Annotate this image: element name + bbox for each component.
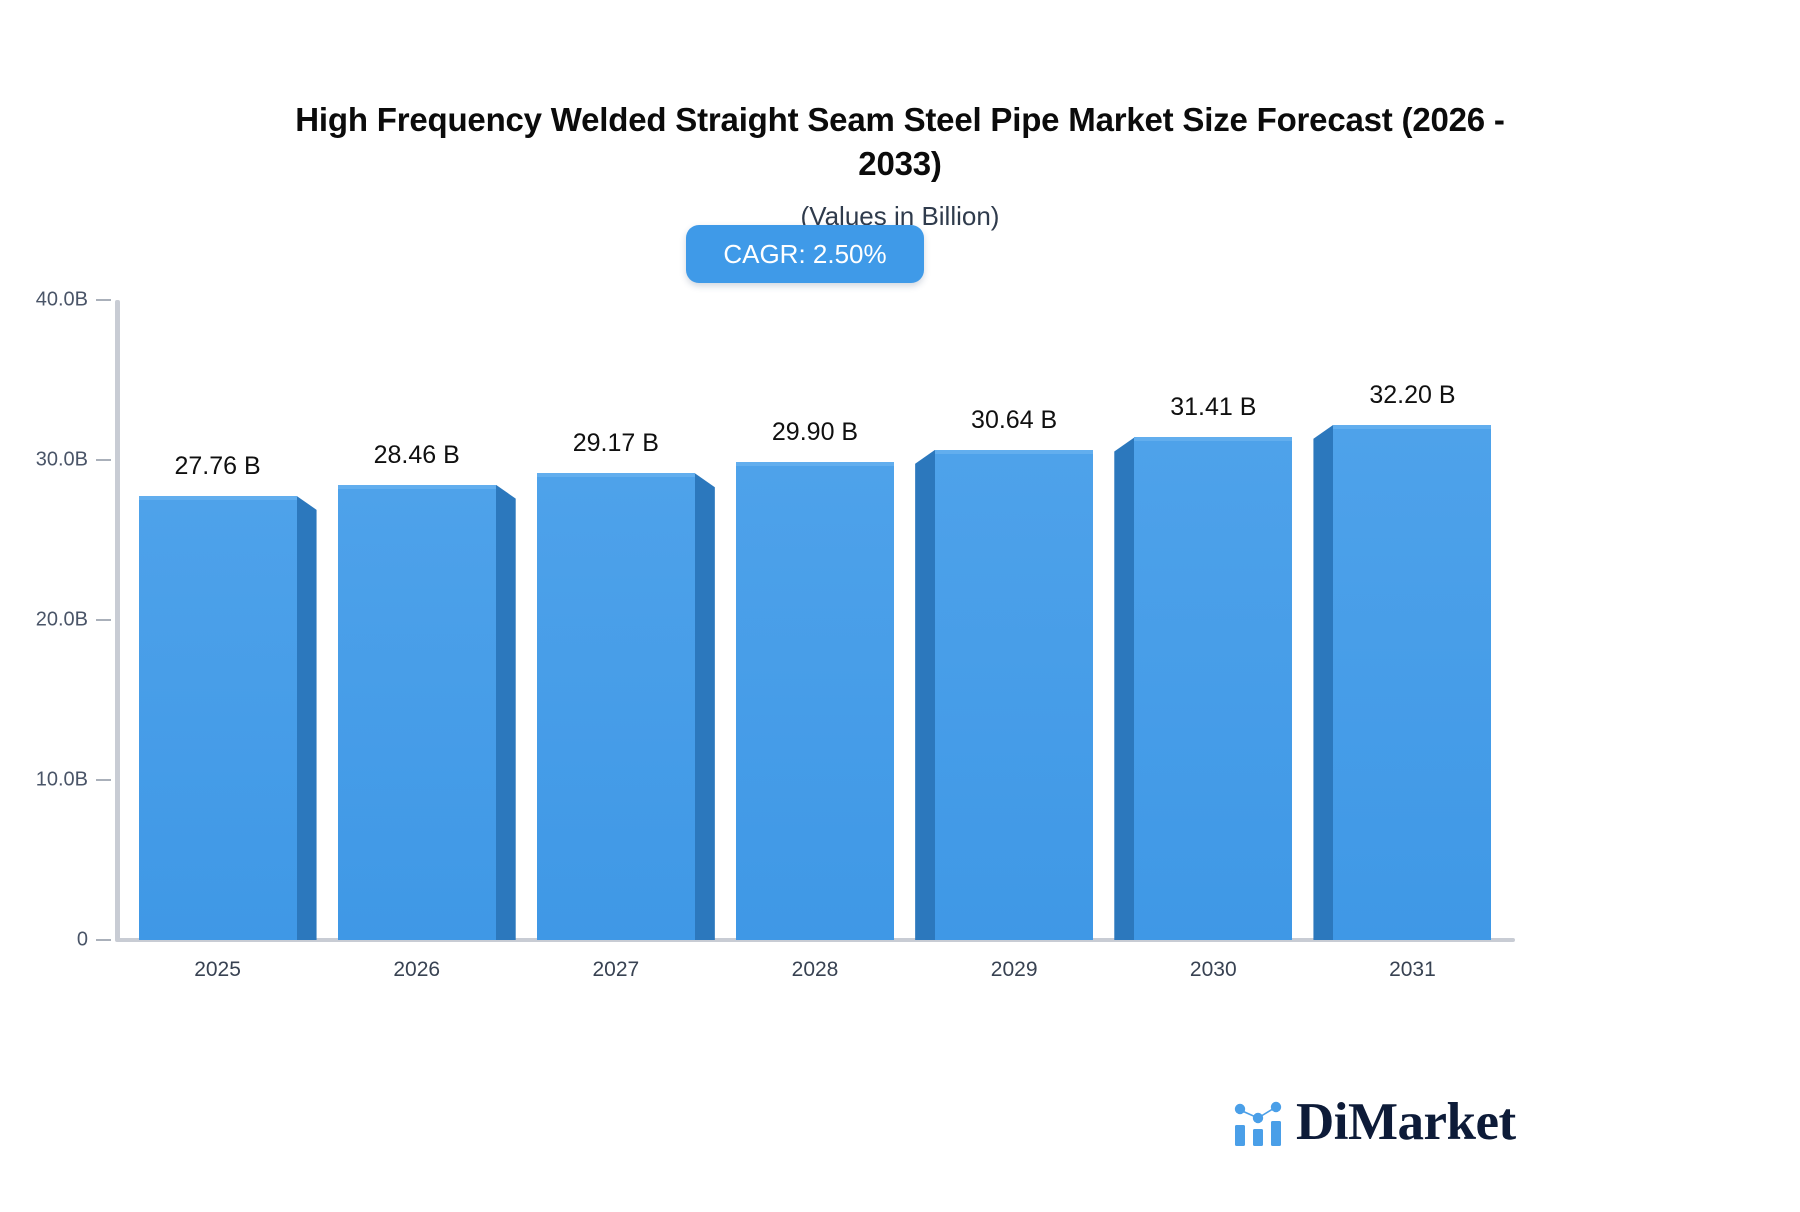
y-tick-dash <box>96 779 111 781</box>
x-tick-label: 2027 <box>592 958 640 981</box>
bar-face <box>536 473 695 940</box>
bar-value-label: 29.17 B <box>572 429 659 458</box>
y-tick-dash <box>96 299 111 301</box>
cagr-badge-label: CAGR: 2.50% <box>723 238 887 269</box>
bar-top-cap <box>536 473 695 478</box>
bar-side-left <box>1114 437 1135 940</box>
bar-value-label: 29.90 B <box>771 417 859 446</box>
x-tick-label: 2030 <box>1189 958 1237 981</box>
bar[interactable] <box>736 461 894 940</box>
bar[interactable] <box>536 473 715 940</box>
x-tick-label: 2029 <box>990 958 1038 981</box>
x-tick-label: 2025 <box>194 958 241 981</box>
bar[interactable] <box>1313 424 1492 940</box>
bar-face <box>736 461 894 940</box>
bar-top-cap <box>1333 424 1492 429</box>
bar-side-left <box>1313 424 1334 940</box>
bar-top-cap <box>138 495 297 500</box>
bar-face <box>138 495 297 940</box>
bar-face <box>337 484 496 940</box>
bar-top-cap <box>337 484 496 489</box>
x-tick-label: 2031 <box>1389 958 1436 981</box>
y-tick-label: 40.0B <box>35 288 88 311</box>
bar-top-cap <box>736 461 894 466</box>
y-tick-label: 20.0B <box>35 608 88 631</box>
brand-name: DiMarket <box>1296 1093 1516 1151</box>
bar-side-right <box>495 484 516 940</box>
bar-value-label: 28.46 B <box>373 440 460 469</box>
y-tick-label: 10.0B <box>35 768 88 791</box>
bar-top-cap <box>935 449 1094 454</box>
bar-face <box>935 449 1094 940</box>
cagr-badge: CAGR: 2.50% <box>686 225 924 283</box>
bar-chart-logo-icon <box>1234 1101 1282 1146</box>
y-axis-line <box>115 300 120 941</box>
bar-value-label: 27.76 B <box>174 451 261 480</box>
dimarket-logo: DiMarket <box>1232 1096 1516 1149</box>
bar-face <box>1333 424 1492 940</box>
y-tick-label: 30.0B <box>35 448 88 471</box>
y-tick-dash <box>96 619 111 621</box>
bar-value-label: 30.64 B <box>971 405 1058 434</box>
bar[interactable] <box>915 449 1094 940</box>
bar-value-label: 31.41 B <box>1170 393 1257 422</box>
y-tick-dash <box>96 939 111 941</box>
bar[interactable] <box>337 484 516 940</box>
x-tick-label: 2026 <box>393 958 441 981</box>
bar[interactable] <box>1114 437 1293 940</box>
bar-top-cap <box>1134 437 1293 442</box>
bar-value-label: 32.20 B <box>1369 380 1456 409</box>
chart-title: High Frequency Welded Straight Seam Stee… <box>295 101 1505 182</box>
bar-side-right <box>694 473 715 940</box>
bar-side-left <box>915 449 936 940</box>
title-block: High Frequency Welded Straight Seam Stee… <box>100 98 1700 232</box>
y-tick-label: 0 <box>76 928 88 951</box>
bar-face <box>1134 437 1293 940</box>
x-axis-line <box>115 938 1515 942</box>
bar[interactable] <box>138 495 317 940</box>
bar-side-right <box>296 495 317 940</box>
y-tick-dash <box>96 459 111 461</box>
x-tick-label: 2028 <box>791 958 839 981</box>
